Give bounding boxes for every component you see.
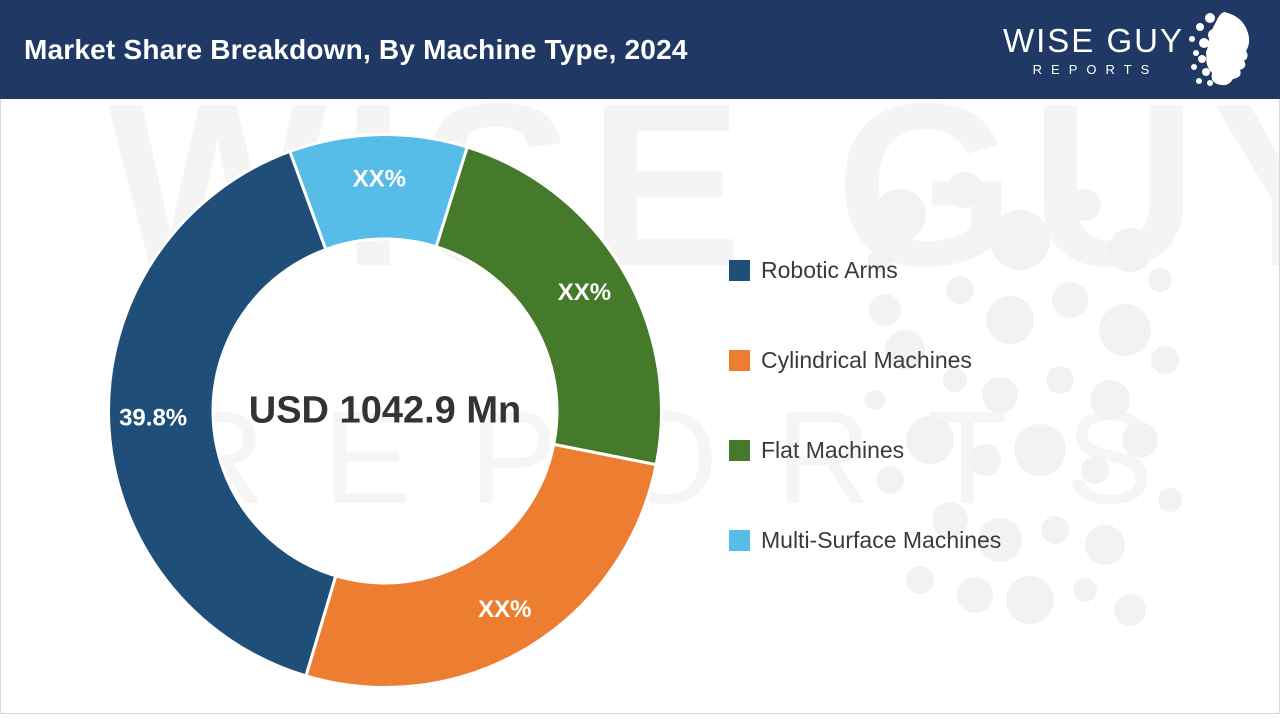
brand-logo: WISE GUY REPORTS <box>1003 9 1252 91</box>
header-bar: Market Share Breakdown, By Machine Type,… <box>0 0 1280 99</box>
slice-label: XX% <box>558 279 611 306</box>
legend-swatch <box>729 530 750 551</box>
slice-flat-machines <box>434 145 663 467</box>
slice-cylindrical-machines <box>304 442 658 689</box>
legend-label: Cylindrical Machines <box>761 347 972 373</box>
brand-name: WISE GUY <box>1002 21 1184 59</box>
legend-item-robotic-arms: Robotic Arms <box>729 256 1001 285</box>
slice-label: XX% <box>353 166 406 193</box>
donut-chart: 39.8% XX% XX% XX% <box>107 133 663 689</box>
legend-swatch <box>729 350 750 371</box>
brand-face-icon <box>1189 11 1250 86</box>
chart-legend: Robotic Arms Cylindrical Machines Flat Mac… <box>729 256 1001 555</box>
legend-label: Robotic Arms <box>761 257 898 283</box>
legend-swatch <box>729 440 750 461</box>
slice-robotic-arms <box>107 149 338 678</box>
legend-label: Multi-Surface Machines <box>761 527 1002 553</box>
legend-item-flat-machines: Flat Machines <box>729 436 1001 465</box>
slice-label: XX% <box>478 596 531 623</box>
legend-item-multi-surface-machines: Multi-Surface Machines <box>729 526 1001 555</box>
legend-item-cylindrical-machines: Cylindrical Machines <box>729 346 1001 375</box>
brand-subtitle: REPORTS <box>1032 61 1159 77</box>
page-title: Market Share Breakdown, By Machine Type,… <box>24 33 688 65</box>
brand-logo-text: WISE GUY REPORTS <box>1003 24 1184 76</box>
legend-swatch <box>729 260 750 281</box>
chart-center-value: USD 1042.9 Mn <box>248 389 522 432</box>
legend-label: Flat Machines <box>761 437 905 463</box>
slice-label: 39.8% <box>119 405 187 432</box>
